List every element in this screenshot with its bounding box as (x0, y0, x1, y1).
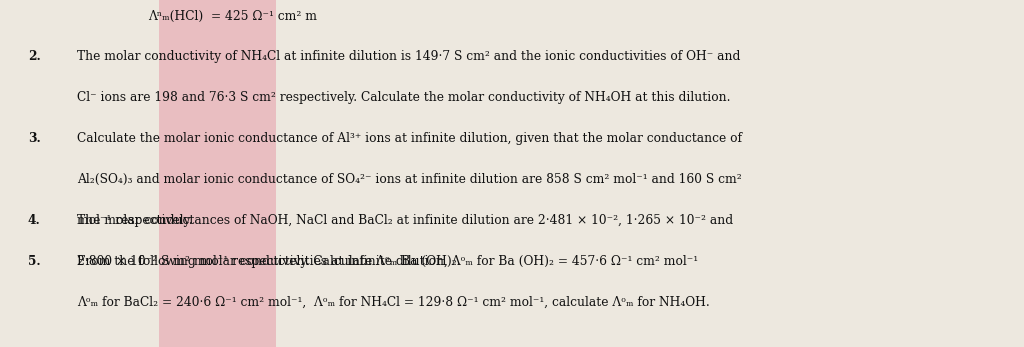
Text: Calculate the molar ionic conductance of Al³⁺ ions at infinite dilution, given t: Calculate the molar ionic conductance of… (77, 132, 741, 145)
Text: The molar conductances of NaOH, NaCl and BaCl₂ at infinite dilution are 2·481 × : The molar conductances of NaOH, NaCl and… (77, 214, 733, 227)
FancyBboxPatch shape (159, 0, 276, 347)
Text: Al₂(SO₄)₃ and molar ionic conductance of SO₄²⁻ ions at infinite dilution are 858: Al₂(SO₄)₃ and molar ionic conductance of… (77, 173, 741, 186)
Text: The molar conductivity of NH₄Cl at infinite dilution is 149·7 S cm² and the ioni: The molar conductivity of NH₄Cl at infin… (77, 50, 740, 63)
Text: 3.: 3. (28, 132, 40, 145)
Text: 5.: 5. (28, 255, 40, 268)
Text: 2·800 × 10⁻² S m² mol⁻¹ respectively. Calculate Λᵒₘ Ba (OH)₂.: 2·800 × 10⁻² S m² mol⁻¹ respectively. Ca… (77, 255, 461, 268)
Text: 4.: 4. (28, 214, 40, 227)
Text: Λᵒₘ for BaCl₂ = 240·6 Ω⁻¹ cm² mol⁻¹,  Λᵒₘ for NH₄Cl = 129·8 Ω⁻¹ cm² mol⁻¹, calcu: Λᵒₘ for BaCl₂ = 240·6 Ω⁻¹ cm² mol⁻¹, Λᵒₘ… (77, 296, 710, 309)
Text: mol⁻¹ respectively.: mol⁻¹ respectively. (77, 214, 193, 227)
Text: From the following molar conductivities at infinite dilution, Λᵒₘ for Ba (OH)₂ =: From the following molar conductivities … (77, 255, 698, 268)
Text: 2.: 2. (28, 50, 40, 63)
Text: Λⁿₘ(HCl)  = 425 Ω⁻¹ cm² m: Λⁿₘ(HCl) = 425 Ω⁻¹ cm² m (148, 10, 317, 23)
Text: Cl⁻ ions are 198 and 76·3 S cm² respectively. Calculate the molar conductivity o: Cl⁻ ions are 198 and 76·3 S cm² respecti… (77, 91, 730, 104)
